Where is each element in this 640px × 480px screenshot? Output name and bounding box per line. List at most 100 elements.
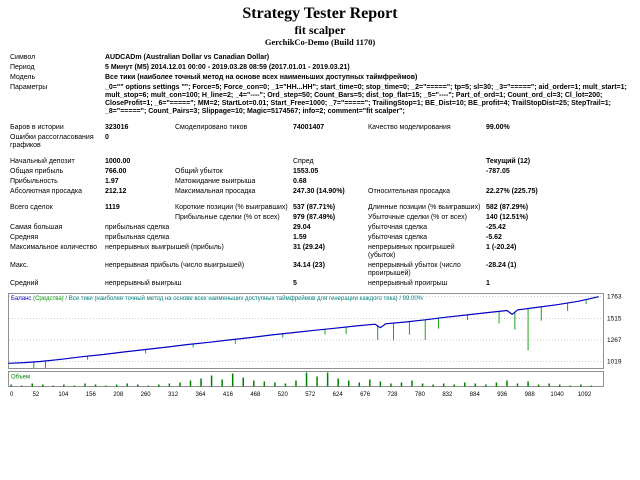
balance-chart: 1763 1515 1267 1019 0 52 104 156 208 260 312 364 416… [8,293,622,398]
volume-bar [73,385,76,387]
x-axis-label: 52 [33,392,40,398]
table-cell: Баров в истории [10,124,64,131]
x-axis-label: 572 [305,392,316,398]
legend-model-note: / Все тики (наиболее точный метод на осн… [64,295,424,302]
table-cell: 582 (87.29%) [486,204,529,211]
volume-bar [94,384,97,387]
table-cell: Ошибки рассогласования графиков [10,134,94,149]
table-cell: 0.68 [293,178,307,185]
table-cell: 1 [486,280,490,287]
volume-bar [63,384,65,387]
table-cell: Абсолютная просадка [10,188,82,195]
server-build: GerchikCo-Demo (Build 1170) [264,37,376,47]
x-axis-label: 728 [387,392,398,398]
table-cell: Средняя [10,234,39,241]
table-cell: Период [10,64,35,71]
table-cell: 74001407 [293,124,325,131]
volume-bar [147,385,150,387]
x-axis-label: 676 [360,392,371,398]
volume-bar [10,384,12,387]
table-cell: Короткие позиции (% выигравших) [175,204,288,211]
y-axis-label: 1515 [607,315,622,322]
report-header: Strategy Tester Report fit scalper Gerch… [0,0,640,48]
table-cell: _0="" options settings ""; Force=5; Forc… [105,84,627,115]
table-cell-empty [8,213,103,223]
volume-bar [305,372,308,387]
x-axis-label: 156 [86,392,97,398]
table-cell: 212.12 [105,188,127,195]
table-cell: непрерывная прибыль (число выигрышей) [105,262,245,269]
volume-bar [200,378,202,387]
legend-equity-label: (Средства) [31,296,63,302]
volume-bar [210,375,213,387]
table-cell: Максимальное количество [10,244,98,251]
table-cell: 31 (29.24) [293,244,325,251]
volume-bar [558,384,561,387]
x-axis-label: 520 [278,392,289,398]
table-row: Средний непрерывный выигрыш 5 непрерывный п… [8,279,632,289]
table-row: Период 5 Минут (M5) 2014.12.01 00:00 - 20… [8,63,632,73]
table-cell: Макс. [10,262,29,269]
table-cell-empty [366,133,484,151]
table-row: Макс. непрерывная прибыль (число выигрыше… [8,261,632,279]
volume-bar [115,384,118,387]
table-cell-empty [173,133,291,151]
table-cell: 323016 [105,124,129,131]
volume-bar [432,384,434,387]
table-cell: Общий убыток [175,168,223,175]
table-cell: 1119 [105,204,120,211]
table-row: Параметры _0="" options settings ""; Forc… [8,83,632,117]
volume-bar [295,380,297,387]
table-cell: непрерывных проигрышей (убыток) [368,244,455,259]
volume-bar [316,376,318,387]
expert-name: fit scalper [294,23,346,37]
x-axis-label: 208 [113,392,124,398]
volume-bar [158,384,160,387]
table-cell: Максимальная просадка [175,188,256,195]
table-cell: Текущий (12) [486,158,531,165]
volume-bar [337,378,339,387]
x-axis-label: 1092 [578,392,592,398]
table-cell: 140 (12.51%) [486,214,529,221]
table-cell: Смоделировано тиков [175,124,248,131]
volume-bar [168,383,171,387]
volume-bar [411,380,413,387]
volume-bar [189,380,192,387]
table-cell: прибыльная сделка [105,234,170,241]
volume-bar [379,381,382,387]
volume-bar [179,382,181,387]
table-cell: 1553.05 [293,168,319,175]
volume-bar [263,381,266,387]
table-cell: Символ [10,54,36,61]
volume-bar [253,380,255,387]
table-cell-empty [366,177,484,187]
volume-bar [136,384,139,387]
table-row: Максимальное количество непрерывных выигр… [8,243,632,261]
volume-bar [527,381,529,387]
table-cell: 247.30 (14.90%) [293,188,345,195]
table-cell: убыточная сделка [368,234,428,241]
table-row: Начальный депозит 1000.00 Спред Текущий (12… [8,151,632,167]
volume-bar [221,379,223,387]
report-table: Символ AUDCADm (Australian Dollar vs Cana… [8,53,632,289]
table-cell: -5.62 [486,234,502,241]
x-axis-label: 884 [470,392,481,398]
table-cell: 1.97 [105,178,119,185]
table-cell: непрерывный проигрыш [368,280,448,287]
volume-bar [569,385,572,387]
table-cell: прибыльная сделка [105,224,170,231]
table-cell: 1000.00 [105,158,131,165]
table-row: Средняя прибыльная сделка 1.59 убыточная сд… [8,233,632,243]
x-axis-label: 104 [58,392,69,398]
volume-bar [347,380,350,387]
volume-bar [242,377,244,387]
table-cell-empty [484,177,632,187]
table-cell: Общая прибыль [10,168,64,175]
volume-bar [326,372,329,387]
volume-bar [105,385,107,387]
volume-bar [516,383,519,387]
table-row: Ошибки рассогласования графиков 0 [8,133,632,151]
y-axis-label: 1267 [607,337,622,344]
table-cell: Параметры [10,84,48,91]
table-cell: Самая большая [10,224,63,231]
